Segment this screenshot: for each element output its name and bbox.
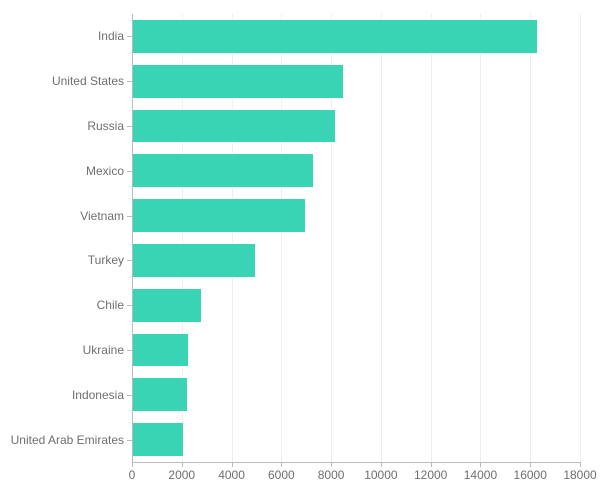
bar (132, 198, 306, 233)
y-axis (132, 14, 133, 462)
y-axis-label: Chile (97, 298, 132, 312)
bar (132, 333, 189, 368)
x-axis (132, 462, 580, 463)
x-axis-label: 14000 (464, 462, 497, 482)
grid-line (431, 14, 432, 462)
x-axis-label: 10000 (364, 462, 397, 482)
bar (132, 64, 344, 99)
bar (132, 19, 538, 54)
grid-line (580, 14, 581, 462)
y-axis-label: Mexico (86, 164, 132, 178)
grid-line (530, 14, 531, 462)
bar (132, 422, 184, 457)
bar (132, 243, 256, 278)
y-axis-label: Russia (87, 119, 132, 133)
y-axis-label: United States (52, 74, 132, 88)
bar (132, 109, 336, 144)
plot-area: 0200040006000800010000120001400016000180… (132, 14, 580, 462)
x-axis-label: 16000 (514, 462, 547, 482)
x-axis-label: 0 (129, 462, 136, 482)
grid-line (381, 14, 382, 462)
y-axis-label: Turkey (88, 253, 132, 267)
x-axis-label: 6000 (268, 462, 295, 482)
bar (132, 153, 314, 188)
y-axis-label: United Arab Emirates (11, 433, 132, 447)
x-axis-label: 8000 (318, 462, 345, 482)
bar-chart: 0 2000 4000 6000 8000 10000 12000 14000 16000 180… (0, 0, 600, 500)
y-axis-label: Indonesia (72, 388, 132, 402)
x-axis-label: 4000 (218, 462, 245, 482)
y-axis-label: Vietnam (80, 209, 132, 223)
x-axis-label: 12000 (414, 462, 447, 482)
bar (132, 377, 188, 412)
y-axis-label: India (98, 29, 132, 43)
x-axis-label: 18000 (563, 462, 596, 482)
grid-line (480, 14, 481, 462)
x-axis-label: 2000 (168, 462, 195, 482)
y-axis-label: Ukraine (83, 343, 132, 357)
bar (132, 288, 202, 323)
